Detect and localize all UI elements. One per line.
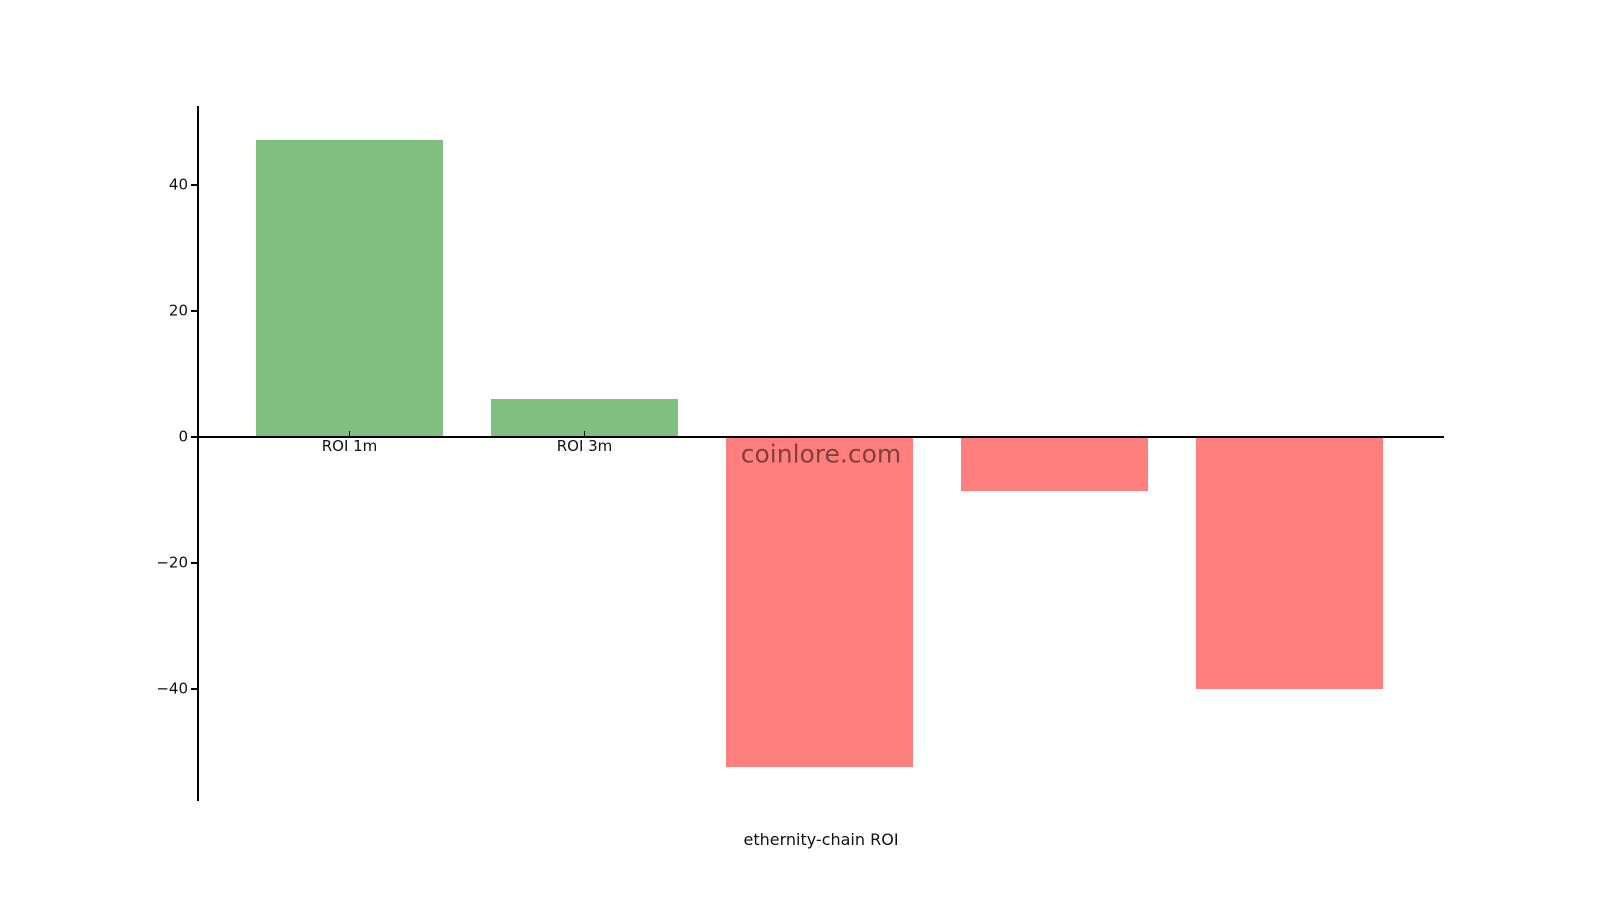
y-tick-label: −40 (156, 679, 188, 698)
x-tick-mark (348, 430, 351, 437)
watermark: coinlore.com (740, 439, 902, 468)
x-tick-label: ROI 1m (321, 436, 378, 455)
plot-area: coinlore.com 40 20 0 −20 −40 ROI 1m ROI 3m (156, 106, 1444, 801)
y-tick-label: 20 (168, 301, 188, 320)
y-tick-mark (191, 562, 197, 564)
x-axis-zero-line (198, 436, 1444, 438)
bar-roi-1m (256, 140, 443, 437)
y-tick-mark (191, 688, 197, 690)
bar-3 (726, 436, 913, 767)
x-axis-title: ethernity-chain ROI (743, 830, 899, 849)
x-tick-mark (583, 430, 586, 437)
y-tick-mark (191, 436, 197, 438)
y-tick-label: 40 (168, 175, 188, 194)
bar-roi-3m (491, 398, 678, 437)
y-axis-spine (197, 106, 199, 801)
bar-5 (1196, 436, 1383, 689)
y-tick-label: −20 (156, 553, 188, 572)
x-tick-label: ROI 3m (556, 436, 613, 455)
y-tick-mark (191, 184, 197, 186)
y-tick-label: 0 (178, 427, 188, 446)
bar-4 (961, 436, 1148, 491)
y-tick-mark (191, 310, 197, 312)
